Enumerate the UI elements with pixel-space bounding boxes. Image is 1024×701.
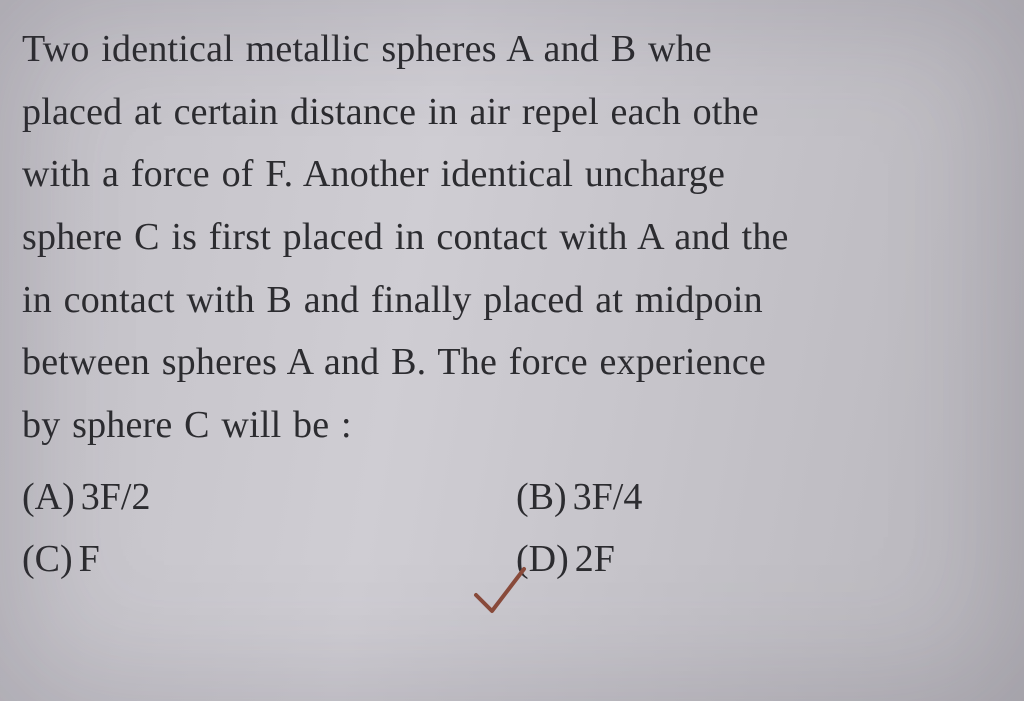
option-b[interactable]: (B)3F/4 — [516, 475, 1010, 519]
option-c-label: (C) — [22, 538, 73, 580]
option-c[interactable]: (C)F — [22, 537, 516, 581]
option-a[interactable]: (A)3F/2 — [22, 475, 516, 519]
page: Two identical metallic spheres A and B w… — [0, 0, 1024, 701]
option-a-text: 3F/2 — [81, 476, 151, 518]
option-b-label: (B) — [516, 476, 567, 518]
option-b-text: 3F/4 — [573, 476, 643, 518]
option-d-label: (D) — [516, 538, 569, 580]
option-d-text: 2F — [575, 538, 615, 580]
question-line: Two identical metallic spheres A and B w… — [22, 18, 1010, 81]
question-line: in contact with B and finally placed at … — [22, 269, 1010, 332]
question-line: sphere C is first placed in contact with… — [22, 206, 1010, 269]
question-line: placed at certain distance in air repel … — [22, 81, 1010, 144]
question-line: by sphere C will be : — [22, 394, 1010, 457]
question-text: Two identical metallic spheres A and B w… — [22, 18, 1010, 457]
question-line: between spheres A and B. The force exper… — [22, 331, 1010, 394]
question-line: with a force of F. Another identical unc… — [22, 143, 1010, 206]
option-d[interactable]: (D)2F — [516, 537, 1010, 581]
option-a-label: (A) — [22, 476, 75, 518]
options-grid: (A)3F/2 (B)3F/4 (C)F (D)2F — [22, 475, 1010, 581]
option-c-text: F — [79, 538, 100, 580]
